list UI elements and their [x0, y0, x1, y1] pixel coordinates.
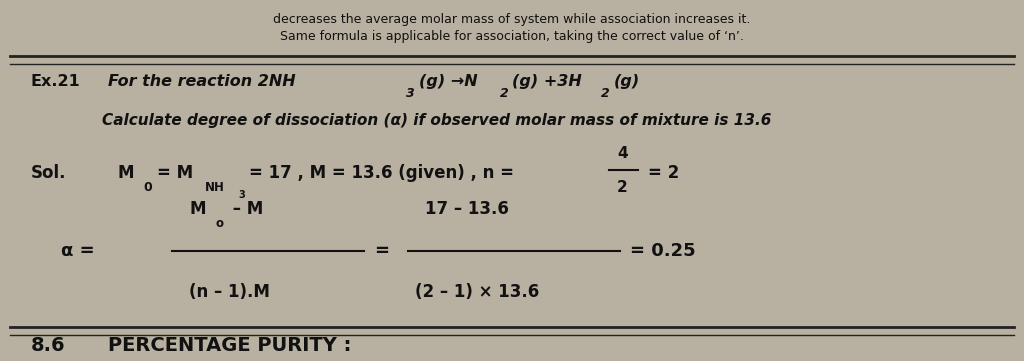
Text: 3: 3: [239, 190, 246, 200]
Text: (g) +3H: (g) +3H: [512, 74, 582, 89]
Text: PERCENTAGE PURITY :: PERCENTAGE PURITY :: [108, 336, 351, 355]
Text: 8.6: 8.6: [31, 336, 66, 355]
Text: 3: 3: [406, 87, 415, 100]
Text: 17 – 13.6: 17 – 13.6: [425, 200, 509, 218]
Text: 0: 0: [143, 181, 153, 194]
Text: – M: – M: [227, 200, 263, 218]
Text: Calculate degree of dissociation (α) if observed molar mass of mixture is 13.6: Calculate degree of dissociation (α) if …: [102, 113, 772, 129]
Text: decreases the average molar mass of system while association increases it.: decreases the average molar mass of syst…: [273, 13, 751, 26]
Text: Same formula is applicable for association, taking the correct value of ‘n’.: Same formula is applicable for associati…: [280, 30, 744, 43]
Text: = 2: = 2: [648, 164, 680, 182]
Text: Ex.21: Ex.21: [31, 74, 81, 89]
Text: = 0.25: = 0.25: [630, 242, 695, 260]
Text: NH: NH: [205, 181, 224, 194]
Text: 2: 2: [617, 180, 628, 195]
Text: (2 – 1) × 13.6: (2 – 1) × 13.6: [415, 283, 539, 301]
Text: (n – 1).M: (n – 1).M: [189, 283, 270, 301]
Text: = 17 , M = 13.6 (given) , n =: = 17 , M = 13.6 (given) , n =: [249, 164, 514, 182]
Text: M: M: [118, 164, 134, 182]
Text: M: M: [189, 200, 206, 218]
Text: o: o: [215, 217, 223, 230]
Text: 2: 2: [601, 87, 610, 100]
Text: 4: 4: [617, 146, 628, 161]
Text: (g): (g): [613, 74, 640, 89]
Text: α =: α =: [61, 242, 95, 260]
Text: (g) →N: (g) →N: [419, 74, 477, 89]
Text: 2: 2: [500, 87, 509, 100]
Text: = M: = M: [157, 164, 193, 182]
Text: Sol.: Sol.: [31, 164, 67, 182]
Text: =: =: [374, 242, 389, 260]
Text: For the reaction 2NH: For the reaction 2NH: [108, 74, 295, 89]
